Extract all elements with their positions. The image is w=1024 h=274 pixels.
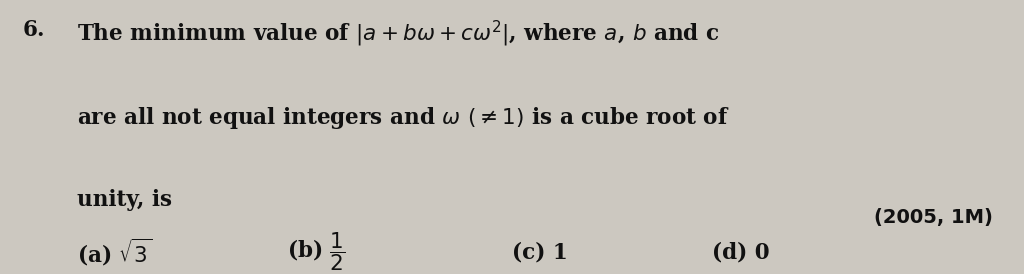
- Text: (d) 0: (d) 0: [712, 241, 769, 263]
- Text: (c) 1: (c) 1: [512, 241, 567, 263]
- Text: (b) $\dfrac{1}{2}$: (b) $\dfrac{1}{2}$: [287, 231, 345, 273]
- Text: unity, is: unity, is: [77, 189, 172, 211]
- Text: (a) $\sqrt{3}$: (a) $\sqrt{3}$: [77, 236, 152, 268]
- Text: The minimum value of $|a + b\omega + c\omega^2|$, where $a$, $b$ and c: The minimum value of $|a + b\omega + c\o…: [77, 19, 719, 49]
- Text: are all not equal integers and $\omega$ $(\neq 1)$ is a cube root of: are all not equal integers and $\omega$ …: [77, 105, 729, 132]
- Text: (2005, 1M): (2005, 1M): [874, 208, 993, 227]
- Text: 6.: 6.: [23, 19, 45, 41]
